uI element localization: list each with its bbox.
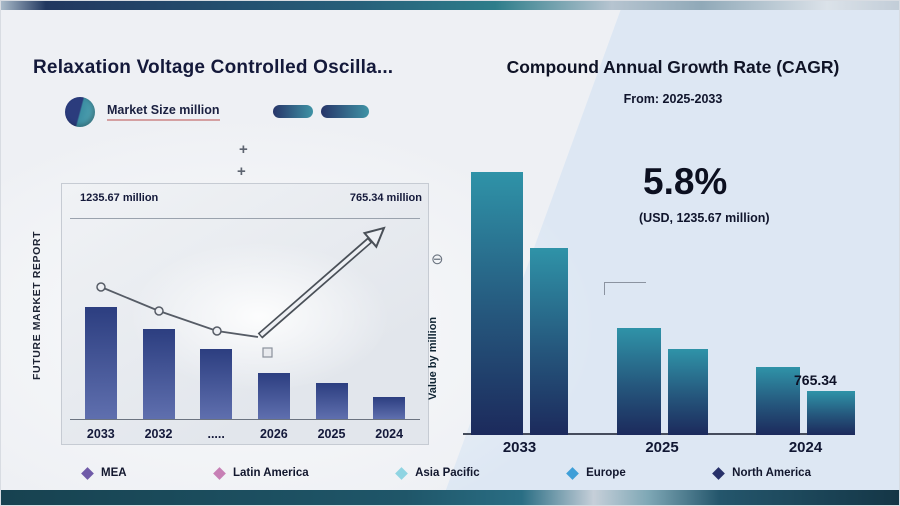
end-value-annotation: 765.34 million <box>349 192 422 204</box>
future-market-report-label: FUTURE MARKET REPORT <box>31 230 43 380</box>
region-legend: MEA Latin America Asia Pacific Europe North … <box>81 466 811 480</box>
market-size-bars <box>72 239 418 419</box>
legend-item-latin-america: Latin America <box>213 466 309 480</box>
cagr-chart: 2033 2025 2024 <box>463 161 863 457</box>
x-tick-label: ..... <box>207 427 225 441</box>
legend-label: Asia Pacific <box>415 467 480 479</box>
cagr-bar-2025-series-1 <box>616 328 661 435</box>
x-tick-label: 2025 <box>317 427 346 441</box>
diamond-marker <box>566 466 579 480</box>
market-size-bar-2025 <box>315 383 348 419</box>
market-size-bar-..... <box>200 349 233 419</box>
market-size-x-labels: 2033 2032..... 2026 2025 2024 <box>72 427 418 441</box>
legend-item-europe: Europe <box>566 466 626 480</box>
plus-icon: + <box>237 163 246 180</box>
plus-icon: + <box>239 141 248 158</box>
legend-item-mea: MEA <box>81 466 127 480</box>
cagr-bar-2033-series-2 <box>530 248 568 435</box>
cagr-percentage: 5.8% <box>643 161 728 202</box>
value-callout-765: 765.34 <box>794 372 837 388</box>
x-tick-label: 2033 <box>502 439 537 456</box>
market-size-icon <box>65 97 95 127</box>
bottom-border-strip <box>1 490 899 505</box>
x-tick-label: 2024 <box>788 439 823 456</box>
cagr-bar-2033-series-1 <box>471 172 523 435</box>
start-value-annotation: 1235.67 million <box>80 192 159 204</box>
pill-decoration <box>321 105 369 118</box>
cagr-bar-group-2024: 2024 <box>756 367 855 457</box>
x-tick-label: 2026 <box>259 427 288 441</box>
chart-top-gridline <box>70 218 420 219</box>
x-tick-label: 2025 <box>645 439 679 456</box>
cagr-bar-2024-series-1 <box>756 367 800 435</box>
market-size-legend: Market Size million <box>65 96 220 128</box>
legend-item-north-america: North America <box>712 466 811 480</box>
cagr-bar-group-2033: 2033 <box>471 172 568 457</box>
market-size-bar-2026 <box>257 373 290 419</box>
diamond-marker <box>213 466 226 480</box>
legend-item-asia-pacific: Asia Pacific <box>395 466 480 480</box>
market-size-bar-2032 <box>142 329 175 419</box>
circled-minus-icon: ⊖ <box>431 251 444 268</box>
market-size-bar-2033 <box>84 307 117 419</box>
top-border-strip <box>1 1 899 10</box>
market-size-legend-label: Market Size million <box>107 103 220 121</box>
cagr-bar-groups: 2033 2025 2024 <box>463 161 863 457</box>
diamond-marker <box>395 466 408 480</box>
x-tick-label: 2033 <box>86 427 115 441</box>
diamond-marker <box>712 466 726 480</box>
cagr-subtitle: From: 2025-2033 <box>623 92 723 106</box>
chart-x-axis-line <box>70 419 420 420</box>
legend-label: North America <box>732 467 811 479</box>
value-by-million-label: Value by million <box>427 316 439 400</box>
x-tick-label: 2024 <box>375 427 404 441</box>
legend-label: Europe <box>586 467 626 479</box>
market-size-chart: 1235.67 million 765.34 million 2033 2032.… <box>61 183 429 445</box>
cagr-usd-detail: (USD, 1235.67 million) <box>639 211 770 225</box>
cagr-bar-group-2025: 2025 <box>616 328 708 457</box>
cagr-bar-2024-series-2 <box>807 391 855 435</box>
market-size-bar-2024 <box>373 397 406 419</box>
diamond-marker <box>81 466 94 480</box>
market-size-title: Relaxation Voltage Controlled Oscilla... <box>33 57 394 78</box>
cagr-bar-2025-series-2 <box>667 349 708 435</box>
legend-label: MEA <box>101 467 127 479</box>
pill-decoration <box>273 105 313 118</box>
x-tick-label: 2032 <box>144 427 173 441</box>
legend-label: Latin America <box>233 467 309 479</box>
cagr-title: Compound Annual Growth Rate (CAGR) <box>506 57 840 77</box>
step-decoration <box>604 282 646 295</box>
trend-line-arrow <box>96 226 386 358</box>
